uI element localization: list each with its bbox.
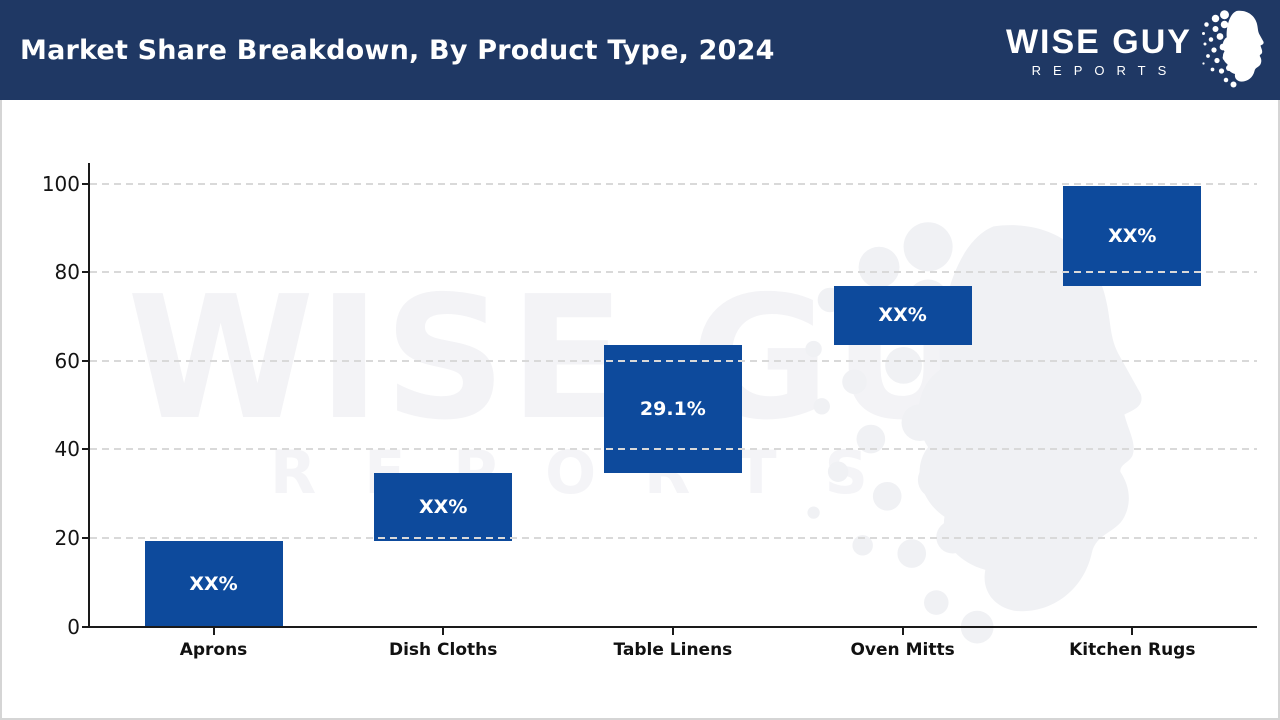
x-category-label-table-linens: Table Linens	[613, 640, 733, 660]
bar-value-label-dish-cloths: XX%	[419, 496, 468, 519]
gridline-40	[90, 448, 1257, 451]
bar-value-label-aprons: XX%	[189, 572, 238, 595]
x-tick-mark-kitchen-rugs	[1131, 628, 1134, 635]
x-category-label-oven-mitts: Oven Mitts	[850, 640, 955, 660]
wise-guy-reports-logo: WISE GUY REPORTS	[1006, 8, 1270, 92]
y-axis-spine	[88, 163, 90, 628]
bar-value-label-oven-mitts: XX%	[878, 304, 927, 327]
y-tick-mark-100	[82, 182, 90, 185]
x-category-label-aprons: Aprons	[179, 640, 248, 660]
bar-value-label-table-linens: 29.1%	[639, 397, 706, 420]
dotted-face-icon	[1202, 10, 1264, 88]
gridline-80	[90, 271, 1257, 274]
y-tick-mark-60	[82, 359, 90, 362]
x-axis-spine	[88, 626, 1257, 628]
gridline-100	[90, 182, 1257, 185]
header: Market Share Breakdown, By Product Type,…	[0, 0, 1280, 100]
bar-aprons: XX%	[144, 541, 283, 627]
plot-area: 0 20 40 60 80 100 XX% Aprons XX% Dish Cloths 29.1%…	[2, 100, 1278, 718]
y-tick-mark-0	[82, 625, 90, 628]
logo-text: WISE GUY REPORTS	[1006, 23, 1192, 78]
gridline-60	[90, 359, 1257, 362]
bar-oven-mitts: XX%	[833, 285, 972, 345]
y-tick-label-60: 60	[54, 348, 80, 373]
chart-canvas: WISE GUY REPORTS 020406080100XX%ApronsXX…	[0, 100, 1280, 720]
x-tick-mark-table-linens	[671, 628, 674, 635]
y-tick-label-80: 80	[54, 260, 80, 285]
bar-table-linens: 29.1%	[603, 344, 742, 474]
y-tick-mark-40	[82, 448, 90, 451]
x-tick-mark-aprons	[212, 628, 215, 635]
page-title: Market Share Breakdown, By Product Type,…	[20, 34, 775, 66]
logo-wordmark: WISE GUY	[1005, 22, 1192, 61]
y-tick-mark-20	[82, 536, 90, 539]
x-tick-mark-dish-cloths	[442, 628, 445, 635]
x-category-label-kitchen-rugs: Kitchen Rugs	[1069, 640, 1196, 660]
y-tick-label-0: 0	[67, 614, 80, 639]
y-tick-label-40: 40	[54, 437, 80, 462]
logo-subtitle: REPORTS	[1031, 62, 1179, 78]
gridline-20	[90, 536, 1257, 539]
y-tick-mark-80	[82, 271, 90, 274]
x-category-label-dish-cloths: Dish Cloths	[388, 640, 498, 660]
x-tick-mark-oven-mitts	[901, 628, 904, 635]
y-tick-label-20: 20	[54, 525, 80, 550]
bar-value-label-kitchen-rugs: XX%	[1108, 224, 1157, 247]
bar-kitchen-rugs: XX%	[1063, 185, 1202, 286]
y-tick-label-100: 100	[41, 171, 80, 196]
bar-dish-cloths: XX%	[374, 473, 513, 542]
